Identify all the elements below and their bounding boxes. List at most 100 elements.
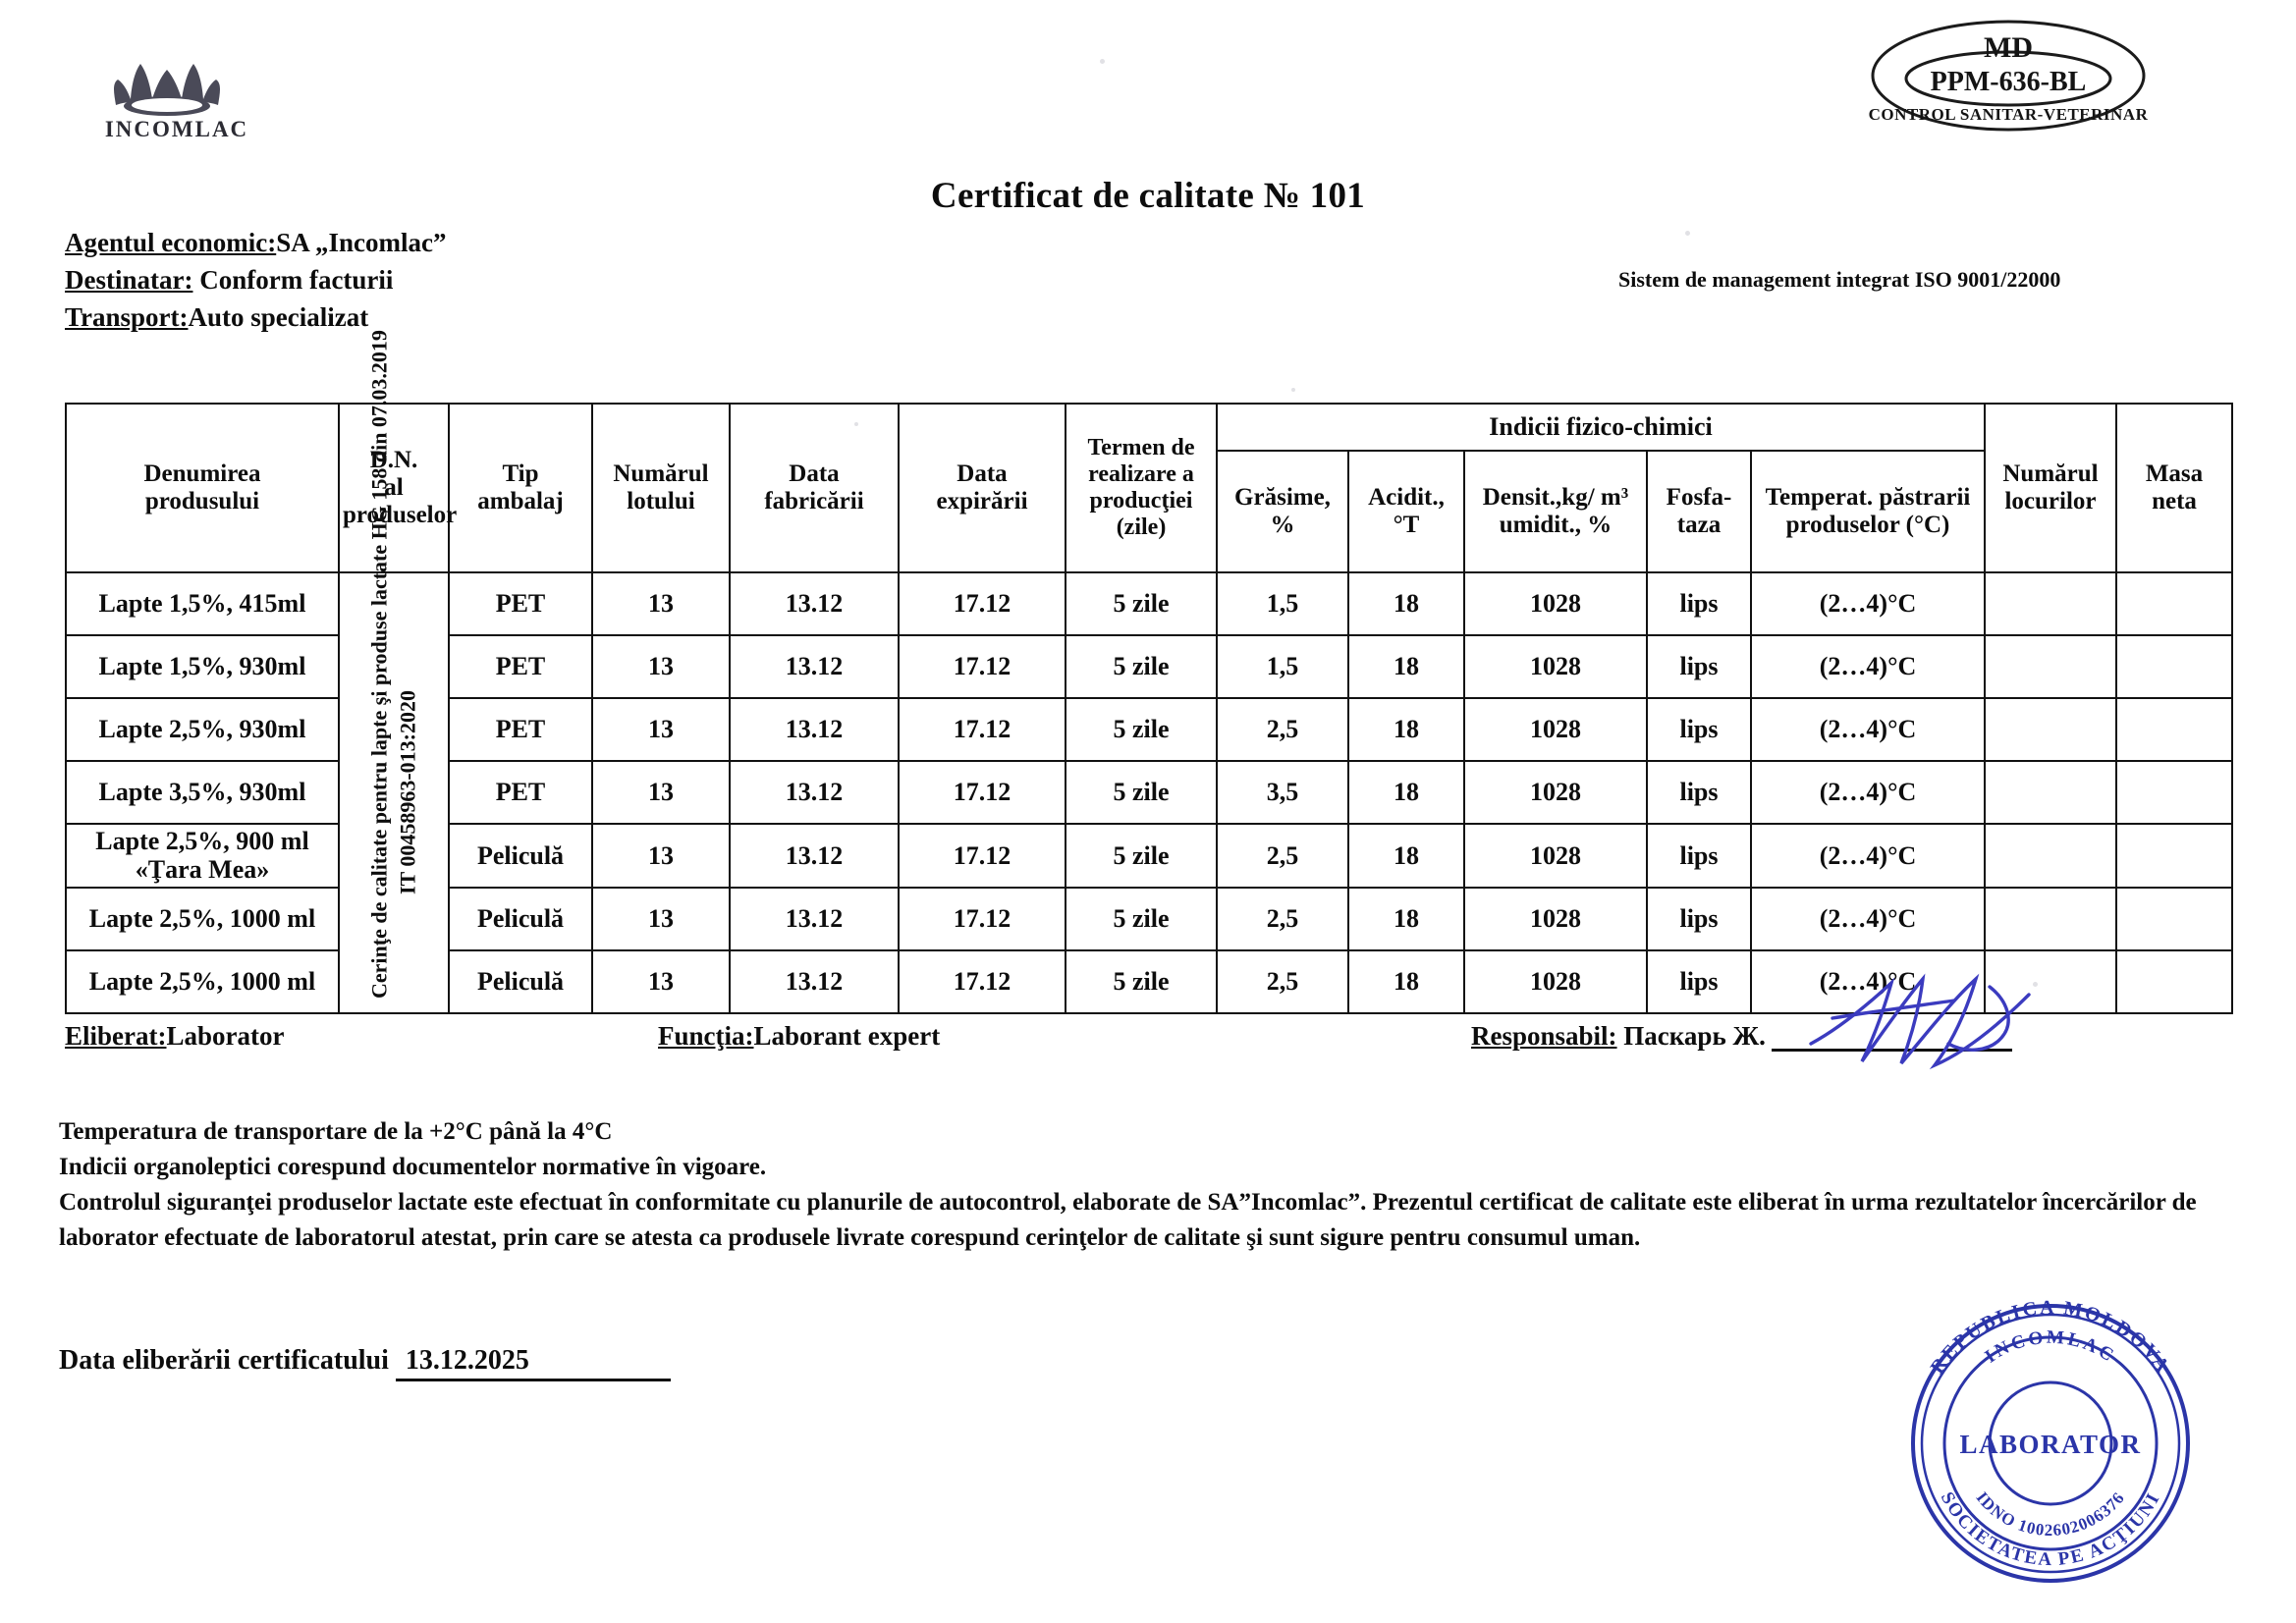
header-info: Agentul economic:SA „Incomlac” Destinata… xyxy=(65,224,446,336)
scan-speck xyxy=(2033,982,2038,987)
cell-net-mass xyxy=(2115,634,2233,699)
cell-phosphatase: lips xyxy=(1646,948,1752,1014)
cell-lot: 13 xyxy=(591,697,731,762)
transport-value: Auto specializat xyxy=(188,302,369,332)
th-places: Numărul locurilor xyxy=(1984,403,2117,573)
cell-lot: 13 xyxy=(591,571,731,636)
cell-shelf-life: 5 zile xyxy=(1065,634,1218,699)
cell-storage-temp: (2…4)°C xyxy=(1750,697,1986,762)
cell-shelf-life: 5 zile xyxy=(1065,760,1218,825)
transport-label: Transport: xyxy=(65,302,189,332)
cell-lot: 13 xyxy=(591,760,731,825)
note-line-4: laborator efectuate de laboratorul atest… xyxy=(59,1224,1641,1251)
cell-lot: 13 xyxy=(591,948,731,1014)
note-line-2: Indicii organoleptici corespund document… xyxy=(59,1154,767,1180)
vet-stamp-code: PPM-636-BL xyxy=(1931,67,2087,97)
cell-density: 1028 xyxy=(1463,948,1648,1014)
cell-density: 1028 xyxy=(1463,823,1648,889)
th-acidity: Acidit., °T xyxy=(1347,450,1465,573)
th-group-physchem: Indicii fizico-chimici xyxy=(1216,403,1986,452)
th-packaging: Tip ambalaj xyxy=(448,403,593,573)
cell-shelf-life: 5 zile xyxy=(1065,948,1218,1014)
cell-net-mass xyxy=(2115,760,2233,825)
th-shelf-life: Termen de realizare a producţiei (zile) xyxy=(1065,403,1218,573)
issue-date-label: Data eliberării certificatului xyxy=(59,1345,389,1376)
destinatar-label: Destinatar: xyxy=(65,265,193,295)
destinatar-value: Conform facturii xyxy=(192,265,394,295)
cell-manufacture-date: 13.12 xyxy=(729,760,900,825)
cell-expiry-date: 17.12 xyxy=(898,697,1066,762)
cell-storage-temp: (2…4)°C xyxy=(1750,886,1986,951)
th-storage-temp: Temperat. păstrarii produselor (°C) xyxy=(1750,450,1986,573)
issue-date-value: 13.12.2025 xyxy=(395,1345,671,1381)
cell-manufacture-date: 13.12 xyxy=(729,886,900,951)
cell-density: 1028 xyxy=(1463,571,1648,636)
cell-acidity: 18 xyxy=(1347,760,1465,825)
cell-net-mass xyxy=(2115,697,2233,762)
cell-product-name: Lapte 1,5%, 930ml xyxy=(65,634,340,699)
agent-value: SA „Incomlac” xyxy=(276,228,447,257)
cell-acidity: 18 xyxy=(1347,634,1465,699)
table-row: Lapte 2,5%, 1000 ml Peliculă 13 13.12 17.12 5… xyxy=(65,948,2233,1014)
cell-expiry-date: 17.12 xyxy=(898,948,1066,1014)
page-title: Certificat de calitate № 101 xyxy=(930,176,1366,216)
cell-phosphatase: lips xyxy=(1646,634,1752,699)
cell-fat: 1,5 xyxy=(1216,571,1349,636)
table-row: Lapte 1,5%, 415ml Cerinţe de calitate pen… xyxy=(65,330,2233,1014)
cell-shelf-life: 5 zile xyxy=(1065,823,1218,889)
header-line-transport: Transport:Auto specializat xyxy=(65,298,446,336)
th-phosphatase: Fosfa- taza xyxy=(1646,450,1752,573)
cell-expiry-date: 17.12 xyxy=(898,571,1066,636)
functia-value: Laborant expert xyxy=(753,1021,941,1051)
th-lot: Numărul lotului xyxy=(591,403,731,573)
iso-certification-text: Sistem de management integrat ISO 9001/2… xyxy=(1618,267,2061,292)
cell-net-mass xyxy=(2115,823,2233,889)
cell-phosphatase: lips xyxy=(1646,760,1752,825)
cell-acidity: 18 xyxy=(1347,948,1465,1014)
cell-density: 1028 xyxy=(1463,634,1648,699)
lab-stamp-idno: IDNO 1002602006376 xyxy=(1973,1488,2129,1540)
cell-packaging: PET xyxy=(448,571,593,636)
functia-label: Funcţia: xyxy=(658,1021,754,1051)
eliberat-label: Eliberat: xyxy=(65,1021,167,1051)
scan-speck xyxy=(1100,59,1105,64)
cell-packaging: Peliculă xyxy=(448,823,593,889)
scan-speck xyxy=(1291,388,1295,392)
table-header-row-1: Denumirea produsului D.N. al produselor … xyxy=(65,403,2233,573)
cell-packaging: PET xyxy=(448,697,593,762)
eliberat-value: Laborator xyxy=(166,1021,285,1051)
cell-expiry-date: 17.12 xyxy=(898,760,1066,825)
cell-places xyxy=(1984,634,2117,699)
cell-packaging: Peliculă xyxy=(448,886,593,951)
crown-icon xyxy=(114,64,220,116)
cell-fat: 2,5 xyxy=(1216,886,1349,951)
th-expiry-date: Data expirării xyxy=(898,403,1066,573)
cell-packaging: PET xyxy=(448,634,593,699)
cell-lot: 13 xyxy=(591,823,731,889)
th-manufacture-date: Data fabricării xyxy=(729,403,900,573)
th-fat: Grăsime, % xyxy=(1216,450,1349,573)
th-dn: D.N. al produselor xyxy=(338,403,457,573)
cell-product-name: Lapte 1,5%, 415ml xyxy=(65,571,340,636)
cell-dn-vertical: Cerinţe de calitate pentru lapte şi prod… xyxy=(338,330,450,1014)
cell-expiry-date: 17.12 xyxy=(898,634,1066,699)
scan-speck xyxy=(854,422,858,426)
certificate-table: Denumirea produsului D.N. al produselor … xyxy=(65,330,2233,1014)
cell-storage-temp: (2…4)°C xyxy=(1750,571,1986,636)
responsabil-field: Responsabil: Паскарь Ж. xyxy=(1471,1021,2012,1052)
cell-storage-temp: (2…4)°C xyxy=(1750,823,1986,889)
cell-manufacture-date: 13.12 xyxy=(729,823,900,889)
lab-stamp-inner-top: INCOMLAC xyxy=(1981,1327,2119,1368)
eliberat-field: Eliberat:Laborator xyxy=(65,1021,284,1052)
cell-places xyxy=(1984,697,2117,762)
th-product: Denumirea produsului xyxy=(65,403,340,573)
cell-acidity: 18 xyxy=(1347,571,1465,636)
cell-manufacture-date: 13.12 xyxy=(729,948,900,1014)
cell-density: 1028 xyxy=(1463,886,1648,951)
cell-places xyxy=(1984,571,2117,636)
cell-acidity: 18 xyxy=(1347,823,1465,889)
logo-wordmark: INCOMLAC xyxy=(104,117,249,141)
dn-text-line-2: IT 00458963-013:2020 xyxy=(395,690,419,895)
cell-density: 1028 xyxy=(1463,697,1648,762)
table-row: Lapte 2,5%, 1000 ml Peliculă 13 13.12 17.12 5… xyxy=(65,886,2233,951)
